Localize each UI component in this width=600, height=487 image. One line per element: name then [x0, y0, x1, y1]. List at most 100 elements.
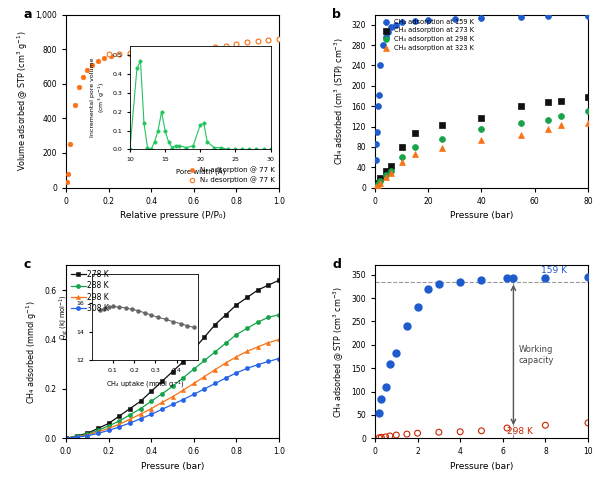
288 K — [148, 398, 155, 404]
Point — [377, 433, 386, 441]
CH₄ adsorption at 159 K — [371, 140, 381, 148]
298 K — [233, 354, 240, 360]
Point — [381, 383, 391, 391]
278 K — [265, 282, 272, 288]
Point — [402, 322, 412, 330]
Line: 278 K: 278 K — [64, 278, 281, 440]
CH₄ adsorption at 323 K — [476, 136, 486, 144]
N₂ adsorption @ 77 K — [233, 41, 240, 47]
N₂ adsorption @ 77 K — [127, 51, 134, 56]
CH₄ adsorption at 298 K — [583, 107, 593, 115]
308 K — [212, 380, 219, 386]
Point — [583, 419, 593, 427]
Point — [434, 280, 443, 288]
CH₄ adsorption at 159 K — [376, 61, 385, 69]
298 K — [158, 399, 166, 405]
CH₄ adsorption at 323 K — [371, 183, 380, 191]
N₂ adsorption @ 77 K — [94, 58, 101, 64]
Point — [476, 276, 486, 284]
CH₄ adsorption at 298 K — [371, 183, 381, 190]
N₂ adsorption @ 77 K — [254, 37, 262, 43]
288 K — [179, 375, 187, 381]
298 K — [94, 429, 101, 435]
CH₄ adsorption at 298 K — [397, 153, 406, 161]
288 K — [137, 406, 144, 412]
Line: 288 K: 288 K — [64, 313, 281, 440]
288 K — [275, 312, 283, 318]
N₂ desorption @ 77 K — [137, 49, 144, 55]
Point — [374, 434, 384, 442]
N₂ desorption @ 77 K — [275, 36, 283, 42]
N₂ desorption @ 77 K — [265, 37, 272, 42]
CH₄ adsorption at 323 K — [583, 119, 593, 127]
CH₄ adsorption at 159 K — [381, 34, 391, 41]
298 K — [62, 435, 70, 441]
298 K — [212, 367, 219, 373]
278 K — [105, 421, 112, 427]
298 K — [169, 394, 176, 400]
Point — [377, 394, 386, 402]
CH₄ adsorption at 159 K — [373, 102, 382, 110]
CH₄ adsorption at 323 K — [371, 183, 381, 190]
308 K — [169, 402, 176, 408]
288 K — [94, 428, 101, 433]
298 K — [116, 421, 123, 427]
278 K — [254, 287, 262, 293]
N₂ desorption @ 77 K — [158, 48, 166, 54]
298 K — [222, 360, 229, 366]
288 K — [84, 431, 91, 437]
288 K — [116, 418, 123, 424]
CH₄ adsorption at 323 K — [373, 182, 382, 189]
CH₄ adsorption at 273 K — [373, 180, 382, 187]
Y-axis label: CH₄ adsorbed (mmol g$^{-1}$): CH₄ adsorbed (mmol g$^{-1}$) — [25, 300, 39, 404]
278 K — [94, 426, 101, 431]
278 K — [212, 322, 219, 328]
CH₄ adsorption at 323 K — [517, 131, 526, 139]
N₂ adsorption @ 77 K — [65, 171, 72, 177]
N₂ adsorption @ 77 K — [201, 46, 208, 52]
288 K — [254, 319, 262, 325]
298 K — [148, 406, 155, 412]
Line: 298 K: 298 K — [64, 337, 281, 440]
288 K — [127, 412, 134, 418]
CH₄ adsorption at 323 K — [543, 125, 553, 132]
CH₄ adsorption at 273 K — [386, 162, 396, 169]
Legend: 278 K, 288 K, 298 K, 308 K: 278 K, 288 K, 298 K, 308 K — [70, 269, 110, 314]
N₂ desorption @ 77 K — [222, 43, 229, 49]
N₂ adsorption @ 77 K — [75, 84, 82, 90]
N₂ adsorption @ 77 K — [190, 47, 197, 53]
308 K — [73, 434, 80, 440]
Point — [413, 303, 422, 311]
N₂ desorption @ 77 K — [190, 47, 197, 53]
278 K — [116, 413, 123, 419]
Point — [583, 273, 593, 281]
308 K — [137, 416, 144, 422]
308 K — [222, 375, 229, 381]
Point — [509, 274, 518, 282]
CH₄ adsorption at 323 K — [410, 150, 419, 158]
278 K — [244, 295, 251, 300]
288 K — [233, 332, 240, 337]
CH₄ adsorption at 159 K — [543, 12, 553, 20]
Y-axis label: Volume adsorbed @ STP (cm$^3$ g$^{-1}$): Volume adsorbed @ STP (cm$^3$ g$^{-1}$) — [15, 31, 29, 171]
N₂ adsorption @ 77 K — [222, 43, 229, 49]
CH₄ adsorption at 298 K — [371, 183, 380, 191]
N₂ desorption @ 77 K — [148, 49, 155, 55]
308 K — [116, 424, 123, 430]
CH₄ adsorption at 273 K — [381, 167, 391, 175]
308 K — [127, 420, 134, 426]
Legend: CH₄ adsorption at 159 K, CH₄ adsorption at 273 K, CH₄ adsorption at 298 K, CH₄ a: CH₄ adsorption at 159 K, CH₄ adsorption … — [378, 18, 474, 51]
288 K — [244, 325, 251, 331]
N₂ adsorption @ 77 K — [64, 179, 71, 185]
N₂ adsorption @ 77 K — [101, 55, 108, 61]
308 K — [265, 358, 272, 364]
N₂ adsorption @ 77 K — [137, 50, 144, 56]
N₂ adsorption @ 77 K — [116, 52, 123, 57]
CH₄ adsorption at 273 K — [410, 129, 419, 136]
N₂ adsorption @ 77 K — [84, 67, 91, 73]
CH₄ adsorption at 298 K — [517, 120, 526, 128]
298 K — [84, 432, 91, 438]
278 K — [62, 435, 70, 441]
Point — [434, 429, 443, 436]
308 K — [244, 365, 251, 371]
